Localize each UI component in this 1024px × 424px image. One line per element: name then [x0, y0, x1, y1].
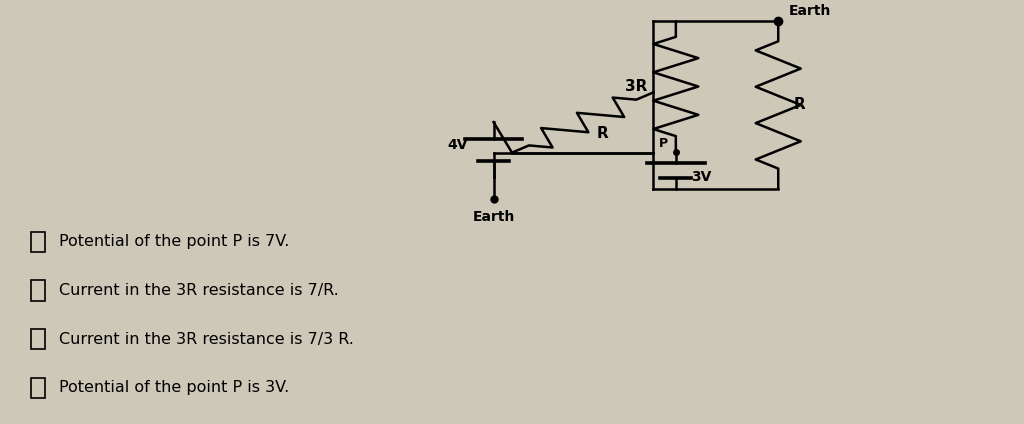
Bar — [31, 329, 45, 349]
Text: Current in the 3R resistance is 7/R.: Current in the 3R resistance is 7/R. — [59, 283, 339, 298]
Text: 3V: 3V — [691, 170, 712, 184]
Bar — [31, 378, 45, 398]
Text: R: R — [794, 98, 805, 112]
Bar — [31, 232, 45, 252]
Text: Potential of the point P is 7V.: Potential of the point P is 7V. — [59, 234, 290, 249]
Text: Earth: Earth — [472, 210, 515, 224]
Text: 3R: 3R — [625, 79, 647, 94]
Text: R: R — [597, 126, 608, 141]
Text: Potential of the point P is 3V.: Potential of the point P is 3V. — [59, 380, 290, 396]
Text: Current in the 3R resistance is 7/3 R.: Current in the 3R resistance is 7/3 R. — [59, 332, 354, 347]
Text: Earth: Earth — [788, 4, 830, 18]
Text: 4V: 4V — [447, 138, 468, 153]
Bar — [31, 280, 45, 301]
Text: P: P — [658, 137, 668, 150]
